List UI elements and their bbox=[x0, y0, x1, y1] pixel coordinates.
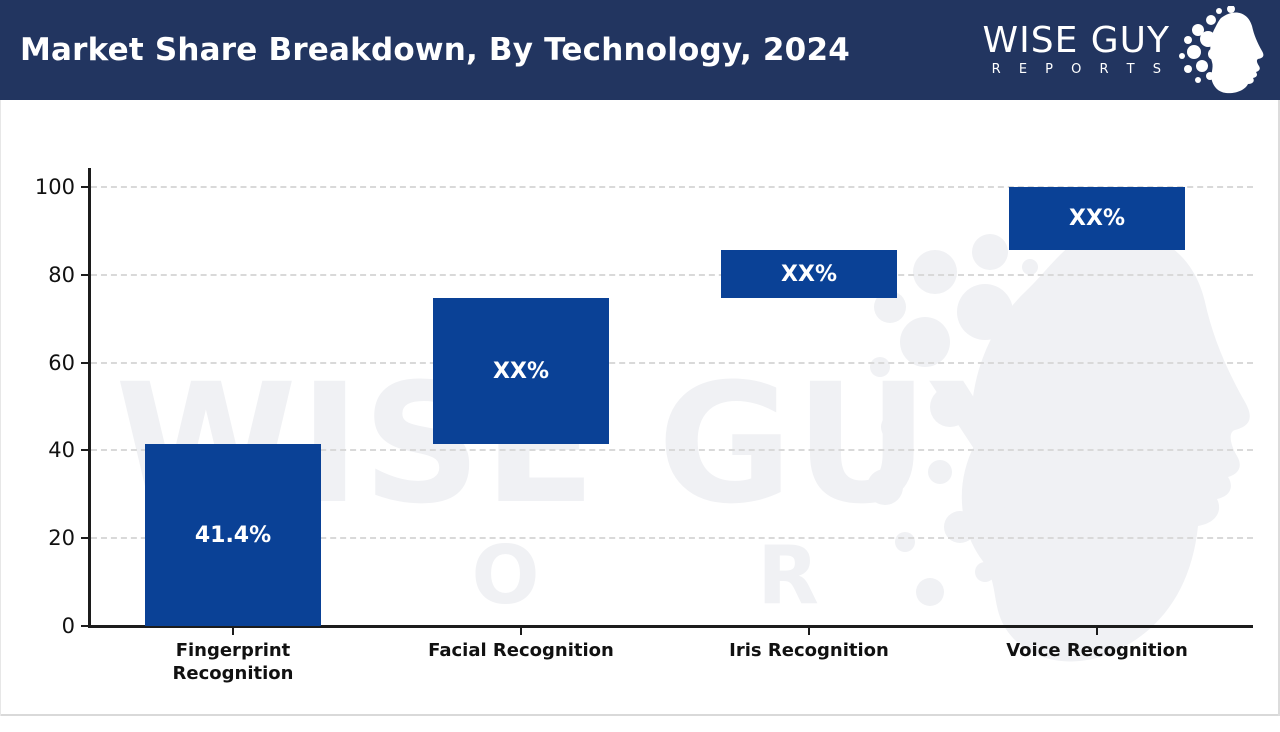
gridline-80 bbox=[91, 273, 1253, 276]
bar-segment: 41.4% bbox=[145, 444, 321, 626]
x-axis-category-label: Iris Recognition bbox=[729, 640, 889, 661]
y-axis-tick-label: 0 bbox=[61, 614, 75, 638]
y-axis-tick-label: 100 bbox=[34, 175, 75, 199]
gridline-60 bbox=[91, 361, 1253, 364]
y-axis-tick bbox=[81, 625, 89, 627]
logo-text: WISE GUY R E P O R T S bbox=[982, 20, 1171, 78]
x-axis-category-label: Fingerprint Recognition bbox=[172, 640, 294, 684]
x-axis-tick bbox=[232, 627, 234, 635]
y-axis-tick bbox=[81, 273, 89, 276]
bar-segment: XX% bbox=[433, 298, 609, 445]
y-axis-tick-label: 60 bbox=[48, 350, 75, 375]
gridline-40 bbox=[91, 449, 1253, 452]
image-left-edge bbox=[0, 100, 1, 716]
bar-segment: XX% bbox=[721, 250, 897, 299]
image-right-edge bbox=[1278, 100, 1280, 716]
bar-value-label: XX% bbox=[493, 358, 549, 384]
y-axis-tick-label: 40 bbox=[48, 438, 75, 463]
x-axis-tick bbox=[808, 627, 810, 635]
gridline-20 bbox=[91, 537, 1253, 540]
logo-subtitle: R E P O R T S bbox=[991, 62, 1168, 77]
bar-value-label: 41.4% bbox=[194, 522, 272, 548]
header: Market Share Breakdown, By Technology, 2… bbox=[0, 0, 1280, 100]
watermark-head-icon bbox=[867, 231, 1250, 662]
logo-wordmark: WISE GUY bbox=[982, 20, 1170, 61]
y-axis-tick bbox=[81, 449, 89, 452]
image-bottom-edge bbox=[0, 714, 1280, 716]
y-axis-tick bbox=[81, 186, 89, 188]
gridline-100 bbox=[91, 186, 1253, 188]
wise-guy-reports-logo: WISE GUY R E P O R T S bbox=[983, 6, 1267, 94]
x-axis-category-label: Facial Recognition bbox=[428, 640, 614, 661]
bar-value-label: XX% bbox=[781, 261, 837, 287]
y-axis-tick bbox=[81, 537, 89, 540]
x-axis-line bbox=[88, 625, 1253, 628]
page-title: Market Share Breakdown, By Technology, 2… bbox=[20, 32, 850, 68]
x-axis-category-label: Voice Recognition bbox=[1006, 640, 1188, 661]
x-axis-tick bbox=[520, 627, 522, 635]
bar-segment: XX% bbox=[1009, 187, 1185, 251]
y-axis-tick-label: 20 bbox=[48, 526, 75, 551]
x-axis-tick bbox=[1096, 627, 1098, 635]
y-axis-tick bbox=[81, 361, 89, 364]
bar-value-label: XX% bbox=[1069, 206, 1125, 232]
logo-head-icon bbox=[1179, 6, 1264, 94]
y-axis-line bbox=[88, 168, 91, 627]
y-axis-tick-label: 80 bbox=[48, 262, 75, 287]
